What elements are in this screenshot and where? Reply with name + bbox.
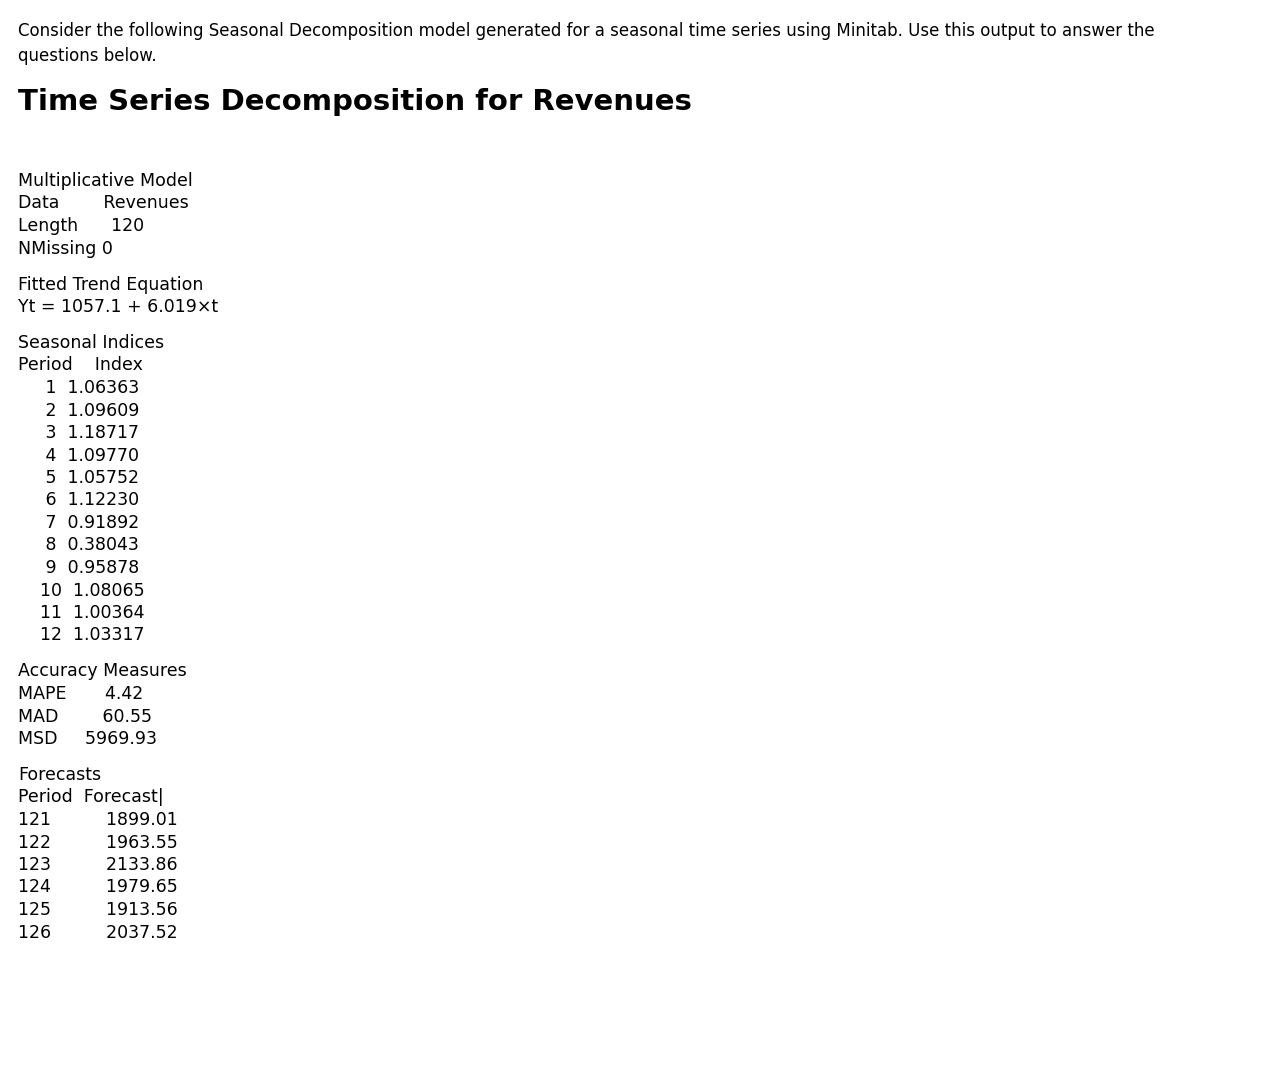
Text: Data        Revenues: Data Revenues (18, 195, 188, 212)
Text: 4  1.09770: 4 1.09770 (18, 447, 140, 465)
Text: 10  1.08065: 10 1.08065 (18, 582, 145, 600)
Text: 6  1.12230: 6 1.12230 (18, 492, 140, 510)
Text: 121          1899.01: 121 1899.01 (18, 811, 178, 829)
Text: 124          1979.65: 124 1979.65 (18, 878, 178, 896)
Text: 8  0.38043: 8 0.38043 (18, 537, 138, 555)
Text: Multiplicative Model: Multiplicative Model (18, 172, 193, 190)
Text: 3  1.18717: 3 1.18717 (18, 424, 140, 442)
Text: Fitted Trend Equation: Fitted Trend Equation (18, 275, 204, 293)
Text: Period    Index: Period Index (18, 357, 143, 375)
Text: 1  1.06363: 1 1.06363 (18, 379, 140, 397)
Text: Seasonal Indices: Seasonal Indices (18, 334, 164, 352)
Text: 2  1.09609: 2 1.09609 (18, 402, 140, 420)
Text: Consider the following Seasonal Decomposition model generated for a seasonal tim: Consider the following Seasonal Decompos… (18, 22, 1155, 65)
Text: NMissing 0: NMissing 0 (18, 240, 113, 257)
Text: 126          2037.52: 126 2037.52 (18, 923, 178, 941)
Text: 7  0.91892: 7 0.91892 (18, 514, 140, 532)
Text: 123          2133.86: 123 2133.86 (18, 856, 178, 874)
Text: 5  1.05752: 5 1.05752 (18, 469, 140, 487)
Text: 12  1.03317: 12 1.03317 (18, 627, 145, 645)
Text: 9  0.95878: 9 0.95878 (18, 559, 140, 577)
Text: Time Series Decomposition for Revenues: Time Series Decomposition for Revenues (18, 88, 692, 116)
Text: MAD        60.55: MAD 60.55 (18, 708, 152, 725)
Text: MAPE       4.42: MAPE 4.42 (18, 685, 143, 703)
Text: MSD     5969.93: MSD 5969.93 (18, 730, 157, 748)
Text: Yt = 1057.1 + 6.019×t: Yt = 1057.1 + 6.019×t (18, 298, 218, 316)
Text: 125          1913.56: 125 1913.56 (18, 901, 178, 919)
Text: Accuracy Measures: Accuracy Measures (18, 663, 187, 680)
Text: 122          1963.55: 122 1963.55 (18, 833, 178, 851)
Text: Forecasts: Forecasts (18, 766, 101, 784)
Text: Period  Forecast|: Period Forecast| (18, 788, 164, 806)
Text: Length      120: Length 120 (18, 217, 145, 235)
Text: 11  1.00364: 11 1.00364 (18, 604, 145, 622)
